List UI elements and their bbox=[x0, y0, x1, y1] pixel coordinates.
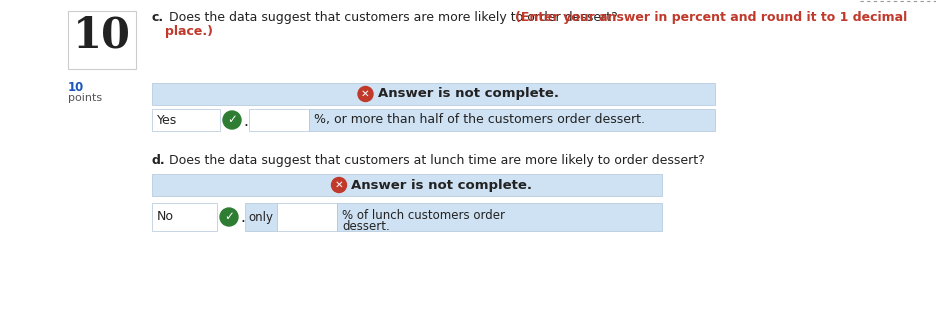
FancyBboxPatch shape bbox=[152, 83, 715, 105]
Circle shape bbox=[220, 208, 238, 226]
Circle shape bbox=[331, 178, 346, 193]
Text: .: . bbox=[243, 113, 248, 129]
Text: %, or more than half of the customers order dessert.: %, or more than half of the customers or… bbox=[314, 113, 645, 127]
Text: ✕: ✕ bbox=[361, 89, 370, 99]
Circle shape bbox=[358, 87, 373, 101]
Circle shape bbox=[223, 111, 241, 129]
Text: Does the data suggest that customers are more likely to order dessert?: Does the data suggest that customers are… bbox=[165, 11, 622, 24]
Text: 10: 10 bbox=[68, 81, 84, 94]
Text: No: No bbox=[157, 211, 174, 223]
FancyBboxPatch shape bbox=[152, 109, 220, 131]
FancyBboxPatch shape bbox=[68, 11, 136, 69]
FancyBboxPatch shape bbox=[337, 203, 662, 231]
Text: dessert.: dessert. bbox=[342, 220, 389, 233]
Text: Answer is not complete.: Answer is not complete. bbox=[377, 88, 559, 100]
FancyBboxPatch shape bbox=[277, 203, 337, 231]
FancyBboxPatch shape bbox=[245, 203, 277, 231]
Text: Answer is not complete.: Answer is not complete. bbox=[351, 179, 532, 192]
Text: (Enter your answer in percent and round it to 1 decimal: (Enter your answer in percent and round … bbox=[515, 11, 907, 24]
FancyBboxPatch shape bbox=[152, 174, 662, 196]
Text: % of lunch customers order: % of lunch customers order bbox=[342, 209, 505, 222]
Text: d.: d. bbox=[152, 154, 166, 167]
Text: only: only bbox=[248, 211, 273, 223]
Text: ✓: ✓ bbox=[224, 210, 234, 223]
FancyBboxPatch shape bbox=[249, 109, 309, 131]
Text: place.): place.) bbox=[165, 25, 213, 38]
Text: Does the data suggest that customers at lunch time are more likely to order dess: Does the data suggest that customers at … bbox=[165, 154, 705, 167]
Text: 10: 10 bbox=[73, 14, 131, 56]
Text: c.: c. bbox=[152, 11, 164, 24]
FancyBboxPatch shape bbox=[152, 203, 217, 231]
FancyBboxPatch shape bbox=[309, 109, 715, 131]
Text: ✓: ✓ bbox=[227, 113, 237, 126]
Text: .: . bbox=[240, 211, 245, 226]
Text: ✕: ✕ bbox=[335, 180, 344, 190]
Text: points: points bbox=[68, 93, 102, 103]
Text: Yes: Yes bbox=[157, 113, 177, 127]
